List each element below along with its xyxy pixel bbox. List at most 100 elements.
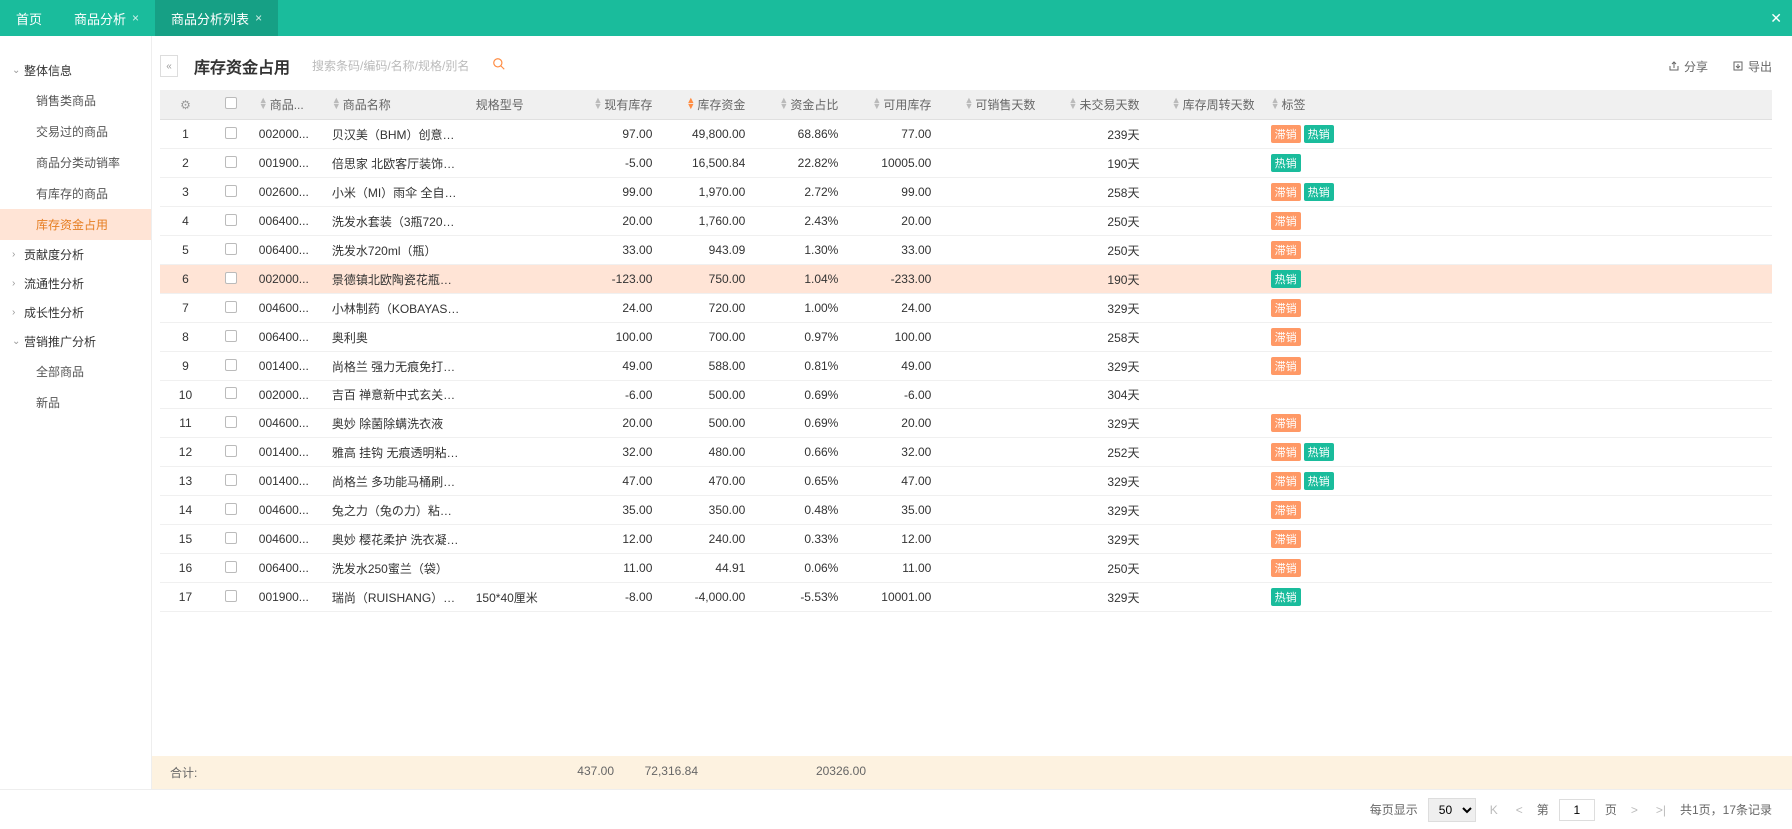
column-header-ratio[interactable]: ▲▼资金占比 xyxy=(753,90,846,120)
row-checkbox[interactable] xyxy=(225,503,237,515)
table-row[interactable]: 1002000...贝汉美（BHM）创意北欧摆97.0049,800.0068.… xyxy=(160,120,1772,149)
column-label: 现有库存 xyxy=(604,98,652,112)
table-row[interactable]: 7004600...小林制药（KOBAYASHI）日24.00720.001.0… xyxy=(160,294,1772,323)
sidebar-item-4-1[interactable]: 新品 xyxy=(0,387,151,418)
cell-stock: 49.00 xyxy=(567,352,660,381)
cell-code: 006400... xyxy=(251,554,324,583)
table-row[interactable]: 11004600...奥妙 除菌除螨洗衣液20.00500.000.69%20.… xyxy=(160,409,1772,438)
row-checkbox[interactable] xyxy=(225,330,237,342)
table-row[interactable]: 3002600...小米（MI）雨伞 全自动折叠99.001,970.002.7… xyxy=(160,178,1772,207)
row-checkbox[interactable] xyxy=(225,301,237,313)
sidebar-item-0-1[interactable]: 交易过的商品 xyxy=(0,116,151,147)
cell-turnover xyxy=(1147,207,1262,236)
cell-stock: 100.00 xyxy=(567,323,660,352)
close-tab-icon[interactable]: × xyxy=(255,11,262,25)
per-page-select[interactable]: 50 xyxy=(1428,798,1476,822)
sidebar-item-4-0[interactable]: 全部商品 xyxy=(0,356,151,387)
row-checkbox[interactable] xyxy=(225,416,237,428)
search-input[interactable] xyxy=(310,55,510,78)
row-checkbox[interactable] xyxy=(225,474,237,486)
column-header-code[interactable]: ▲▼商品... xyxy=(251,90,324,120)
table-row[interactable]: 8006400...奥利奥100.00700.000.97%100.00258天… xyxy=(160,323,1772,352)
row-checkbox[interactable] xyxy=(225,590,237,602)
row-checkbox[interactable] xyxy=(225,214,237,226)
cell-avail: 33.00 xyxy=(846,236,939,265)
close-all-icon[interactable]: ✕ xyxy=(1770,10,1782,27)
column-header-sale_days[interactable]: ▲▼可销售天数 xyxy=(939,90,1043,120)
cell-idx: 15 xyxy=(160,525,211,554)
prev-page-button[interactable]: < xyxy=(1512,803,1527,817)
cell-no_trade: 329天 xyxy=(1043,352,1147,381)
table-row[interactable]: 4006400...洗发水套装（3瓶720ml+1）20.001,760.002… xyxy=(160,207,1772,236)
page-number-input[interactable] xyxy=(1559,799,1595,821)
table-row[interactable]: 13001400...尚格兰 多功能马桶刷套装 厕47.00470.000.65… xyxy=(160,467,1772,496)
table-row[interactable]: 12001400...雅高 挂钩 无痕透明粘钩 强力32.00480.000.6… xyxy=(160,438,1772,467)
column-header-name[interactable]: ▲▼商品名称 xyxy=(324,90,468,120)
row-checkbox[interactable] xyxy=(225,359,237,371)
sidebar-group-4[interactable]: ⌄营销推广分析 xyxy=(0,327,151,356)
cell-stock: -6.00 xyxy=(567,381,660,409)
table-row[interactable]: 6002000...景德镇北欧陶瓷花瓶摆件 仿-123.00750.001.04… xyxy=(160,265,1772,294)
cell-name: 奥妙 除菌除螨洗衣液 xyxy=(324,409,468,438)
cell-no_trade: 329天 xyxy=(1043,409,1147,438)
export-button[interactable]: 导出 xyxy=(1732,58,1772,75)
next-page-button[interactable]: > xyxy=(1627,803,1642,817)
share-button[interactable]: 分享 xyxy=(1668,58,1708,75)
cell-turnover xyxy=(1147,149,1262,178)
row-checkbox[interactable] xyxy=(225,185,237,197)
cell-sale_days xyxy=(939,323,1043,352)
column-label: 库存周转天数 xyxy=(1183,98,1255,112)
tab-2[interactable]: 商品分析列表× xyxy=(155,0,278,36)
column-header-no_trade[interactable]: ▲▼未交易天数 xyxy=(1043,90,1147,120)
row-checkbox[interactable] xyxy=(225,561,237,573)
tag-badge: 滞销 xyxy=(1271,501,1301,519)
select-all-checkbox[interactable] xyxy=(225,97,237,109)
row-checkbox[interactable] xyxy=(225,243,237,255)
tab-0[interactable]: 首页 xyxy=(0,0,58,36)
table-row[interactable]: 2001900...倍思家 北欧客厅装饰画卧室-5.0016,500.8422.… xyxy=(160,149,1772,178)
column-header-avail[interactable]: ▲▼可用库存 xyxy=(846,90,939,120)
gear-icon[interactable]: ⚙ xyxy=(180,98,191,112)
sidebar-item-0-2[interactable]: 商品分类动销率 xyxy=(0,147,151,178)
last-page-button[interactable]: >| xyxy=(1652,803,1670,817)
cell-avail: 77.00 xyxy=(846,120,939,149)
sidebar-group-3[interactable]: ›成长性分析 xyxy=(0,298,151,327)
table-row[interactable]: 15004600...奥妙 樱花柔护 洗衣凝珠 1012.00240.000.3… xyxy=(160,525,1772,554)
cell-tags: 滞销 xyxy=(1263,352,1772,381)
table-row[interactable]: 17001900...瑞尚（RUISHANG）卧室床150*40厘米-8.00-… xyxy=(160,583,1772,612)
cell-capital: 350.00 xyxy=(660,496,753,525)
row-checkbox[interactable] xyxy=(225,532,237,544)
row-checkbox[interactable] xyxy=(225,387,237,399)
totals-row: 合计:437.0072,316.8420326.00 xyxy=(152,756,1792,789)
collapse-sidebar-button[interactable]: « xyxy=(160,55,178,77)
table-row[interactable]: 10002000...吉百 禅意新中式玄关摆件客-6.00500.000.69%… xyxy=(160,381,1772,409)
cell-turnover xyxy=(1147,381,1262,409)
column-header-capital[interactable]: ▲▼库存资金 xyxy=(660,90,753,120)
table-row[interactable]: 5006400...洗发水720ml（瓶）33.00943.091.30%33.… xyxy=(160,236,1772,265)
sidebar-item-0-3[interactable]: 有库存的商品 xyxy=(0,178,151,209)
row-checkbox[interactable] xyxy=(225,156,237,168)
sidebar-item-0-0[interactable]: 销售类商品 xyxy=(0,85,151,116)
search-icon[interactable] xyxy=(492,57,506,74)
row-checkbox[interactable] xyxy=(225,127,237,139)
row-checkbox[interactable] xyxy=(225,445,237,457)
row-checkbox[interactable] xyxy=(225,272,237,284)
column-label: 标签 xyxy=(1282,98,1306,112)
table-row[interactable]: 9001400...尚格兰 强力无痕免打孔浴室49.00588.000.81%4… xyxy=(160,352,1772,381)
column-header-stock[interactable]: ▲▼现有库存 xyxy=(567,90,660,120)
sidebar-group-2[interactable]: ›流通性分析 xyxy=(0,269,151,298)
sidebar-group-1[interactable]: ›贡献度分析 xyxy=(0,240,151,269)
table-row[interactable]: 16006400...洗发水250蜜兰（袋）11.0044.910.06%11.… xyxy=(160,554,1772,583)
close-tab-icon[interactable]: × xyxy=(132,11,139,25)
first-page-button[interactable]: K xyxy=(1486,803,1502,817)
tag-badge: 热销 xyxy=(1304,443,1334,461)
column-label: 商品名称 xyxy=(343,98,391,112)
cell-sale_days xyxy=(939,583,1043,612)
cell-sale_days xyxy=(939,149,1043,178)
table-row[interactable]: 14004600...兔之力（兔の力）粘毛器粘35.00350.000.48%3… xyxy=(160,496,1772,525)
column-header-tags[interactable]: ▲▼标签 xyxy=(1263,90,1772,120)
column-header-turnover[interactable]: ▲▼库存周转天数 xyxy=(1147,90,1262,120)
sidebar-item-0-4[interactable]: 库存资金占用 xyxy=(0,209,151,240)
tab-1[interactable]: 商品分析× xyxy=(58,0,155,36)
sidebar-group-0[interactable]: ⌄整体信息 xyxy=(0,56,151,85)
